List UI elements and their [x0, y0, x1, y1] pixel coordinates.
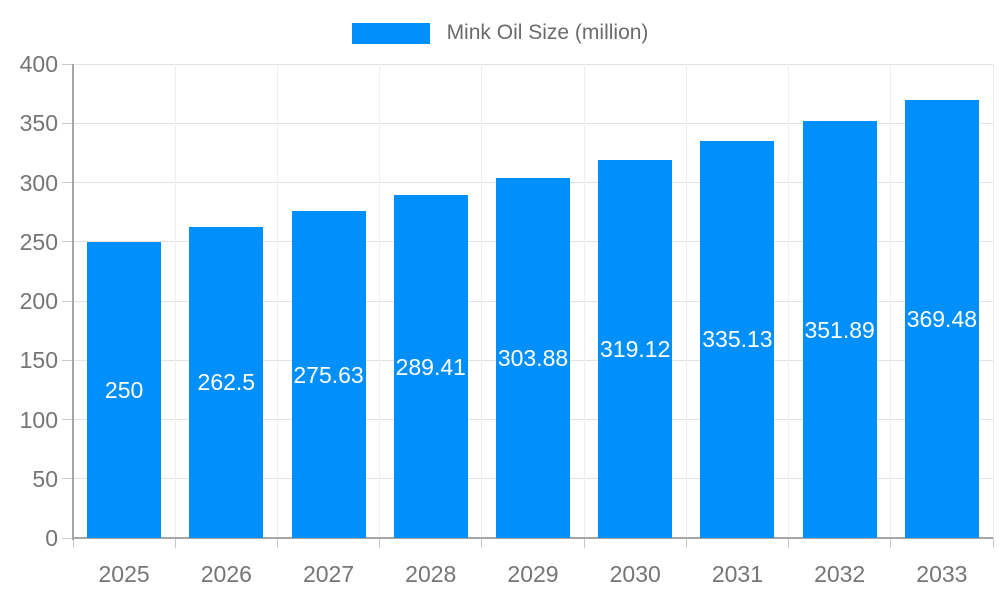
x-tick	[583, 538, 585, 548]
y-axis-label: 150	[19, 347, 58, 374]
x-tick	[481, 538, 483, 548]
y-axis-label: 350	[19, 110, 58, 137]
x-tick	[788, 538, 790, 548]
x-gridline	[788, 64, 790, 538]
x-axis-label: 2030	[609, 561, 661, 587]
bar-value-label: 303.88	[497, 344, 569, 371]
y-tick	[62, 122, 73, 124]
x-gridline	[890, 64, 892, 538]
y-tick	[62, 63, 73, 65]
y-axis-label: 200	[19, 288, 58, 314]
x-axis-label: 2029	[507, 561, 559, 587]
x-gridline	[481, 64, 483, 538]
x-gridline	[583, 64, 585, 538]
x-gridline	[379, 64, 381, 538]
legend-swatch	[351, 22, 430, 44]
bar-2029[interactable]	[496, 177, 570, 538]
legend-label: Mink Oil Size (million)	[446, 21, 649, 44]
y-axis-label: 400	[19, 51, 58, 77]
x-axis-label: 2026	[200, 561, 252, 587]
x-tick	[72, 538, 74, 548]
y-tick	[62, 359, 73, 361]
y-axis-label: 250	[19, 228, 58, 255]
y-axis-line	[72, 64, 74, 540]
x-gridline	[276, 64, 278, 538]
y-axis-label: 50	[32, 465, 58, 492]
bar-value-label: 289.41	[395, 353, 466, 380]
x-tick	[276, 538, 278, 548]
bar-2032[interactable]	[802, 121, 877, 538]
bar-2031[interactable]	[700, 140, 775, 538]
y-axis-label: 100	[19, 406, 58, 433]
y-axis-label: 300	[19, 169, 58, 196]
x-tick	[685, 538, 687, 548]
bar-value-label: 319.12	[600, 335, 671, 362]
x-tick	[174, 538, 176, 548]
x-gridline	[685, 64, 687, 538]
x-tick	[890, 538, 892, 548]
x-axis-label: 2031	[711, 561, 764, 587]
bar-2025[interactable]	[87, 241, 162, 538]
x-tick	[992, 538, 994, 548]
y-tick	[62, 478, 73, 480]
y-tick	[62, 537, 73, 539]
x-axis-label: 2032	[814, 561, 866, 587]
bar-value-label: 335.13	[702, 326, 773, 353]
x-axis-line	[73, 537, 993, 539]
bar-2030[interactable]	[598, 159, 673, 538]
bar-value-label: 250	[104, 376, 144, 403]
y-tick	[62, 241, 73, 243]
bar-2028[interactable]	[393, 195, 468, 538]
x-gridline	[174, 64, 176, 538]
legend[interactable]: Mink Oil Size (million)	[0, 20, 1000, 46]
x-axis-label: 2033	[916, 561, 968, 587]
y-gridline	[73, 122, 993, 124]
x-tick	[379, 538, 381, 548]
bar-2026[interactable]	[189, 226, 264, 538]
bar-2027[interactable]	[291, 211, 366, 538]
y-tick	[62, 182, 73, 183]
bar-value-label: 351.89	[804, 316, 875, 343]
y-tick	[62, 300, 73, 302]
bar-value-label: 262.5	[197, 369, 256, 396]
y-tick	[62, 419, 73, 420]
x-axis-label: 2027	[302, 561, 355, 587]
bar-2033[interactable]	[904, 100, 979, 538]
y-gridline	[73, 63, 993, 65]
y-axis-label: 0	[45, 525, 58, 551]
bar-value-label: 369.48	[906, 306, 978, 333]
x-gridline	[992, 64, 994, 538]
x-axis-label: 2025	[98, 561, 150, 587]
x-axis-label: 2028	[405, 561, 457, 587]
bar-value-label: 275.63	[293, 361, 364, 388]
